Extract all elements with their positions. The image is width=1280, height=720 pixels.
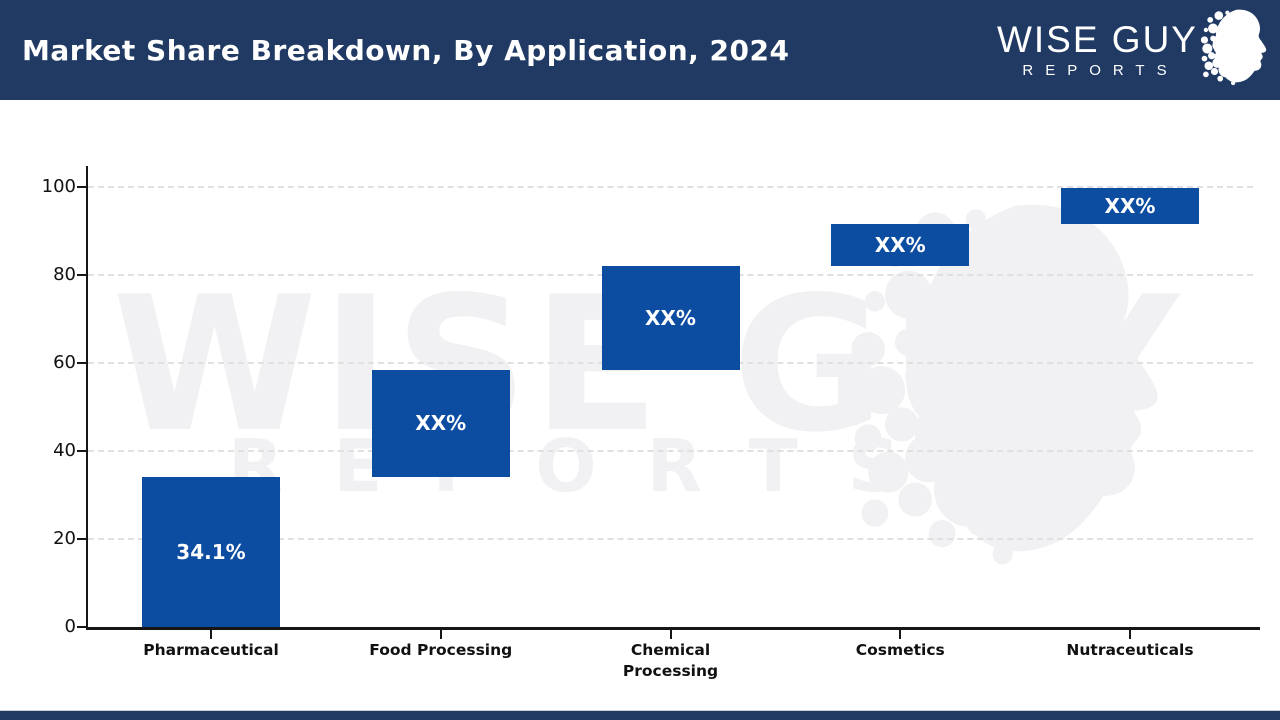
x-category-label: Nutraceuticals <box>1066 641 1194 659</box>
x-category-label: Cosmetics <box>855 641 945 659</box>
chart-title: Market Share Breakdown, By Application, … <box>22 33 790 67</box>
y-tick-40 <box>77 450 86 452</box>
x-category-label: Chemical Processing <box>622 641 719 680</box>
bar-value-label: XX% <box>874 233 926 258</box>
gridline-40 <box>88 450 1253 452</box>
x-category-label: Pharmaceutical <box>143 641 279 659</box>
brand-face-icon <box>1200 9 1267 86</box>
x-tick-2 <box>669 630 672 639</box>
bar-value-label: XX% <box>645 306 696 331</box>
y-tick-label-60: 60 <box>53 352 76 373</box>
y-tick-0 <box>77 626 86 628</box>
brand-logo: WISE GUY REPORTS <box>997 7 1280 93</box>
y-tick-100 <box>77 186 86 188</box>
y-tick-label-80: 80 <box>53 264 76 285</box>
gridline-100 <box>88 186 1253 188</box>
header-bar: Market Share Breakdown, By Application, … <box>0 0 1280 100</box>
bar-value-label: 34.1% <box>176 539 246 564</box>
x-category-label: Food Processing <box>369 641 513 659</box>
bar-cosmetics: XX% <box>831 223 970 267</box>
y-tick-label-20: 20 <box>53 528 76 549</box>
y-tick-20 <box>77 538 86 540</box>
y-tick-60 <box>77 362 86 364</box>
y-tick-label-40: 40 <box>53 440 76 461</box>
gridline-20 <box>88 538 1253 540</box>
x-tick-3 <box>899 630 902 639</box>
x-tick-4 <box>1129 630 1131 639</box>
y-tick-label-100: 100 <box>41 176 76 197</box>
bar-nutraceuticals: XX% <box>1061 188 1199 224</box>
bar-chemical-processing: XX% <box>601 266 740 371</box>
y-axis-line <box>86 166 88 630</box>
x-tick-1 <box>439 630 442 639</box>
y-tick-80 <box>77 274 86 276</box>
bar-food-processing: XX% <box>371 370 510 477</box>
brand-subtitle: REPORTS <box>1022 62 1179 79</box>
brand-name: WISE GUY <box>996 19 1198 60</box>
brand-wordmark: WISE GUY REPORTS <box>997 21 1198 79</box>
x-tick-0 <box>210 630 212 639</box>
footer-bar <box>0 710 1280 720</box>
bar-value-label: XX% <box>1104 194 1156 219</box>
x-axis-line <box>86 627 1260 630</box>
bar-pharmaceutical: 34.1% <box>142 476 280 627</box>
chart-area: WISE GUY REPORTS 02040608010034.1%Pharma… <box>0 100 1280 711</box>
watermark-subtext: REPORTS <box>228 424 950 508</box>
bar-value-label: XX% <box>415 411 467 436</box>
y-tick-label-0: 0 <box>64 616 76 637</box>
